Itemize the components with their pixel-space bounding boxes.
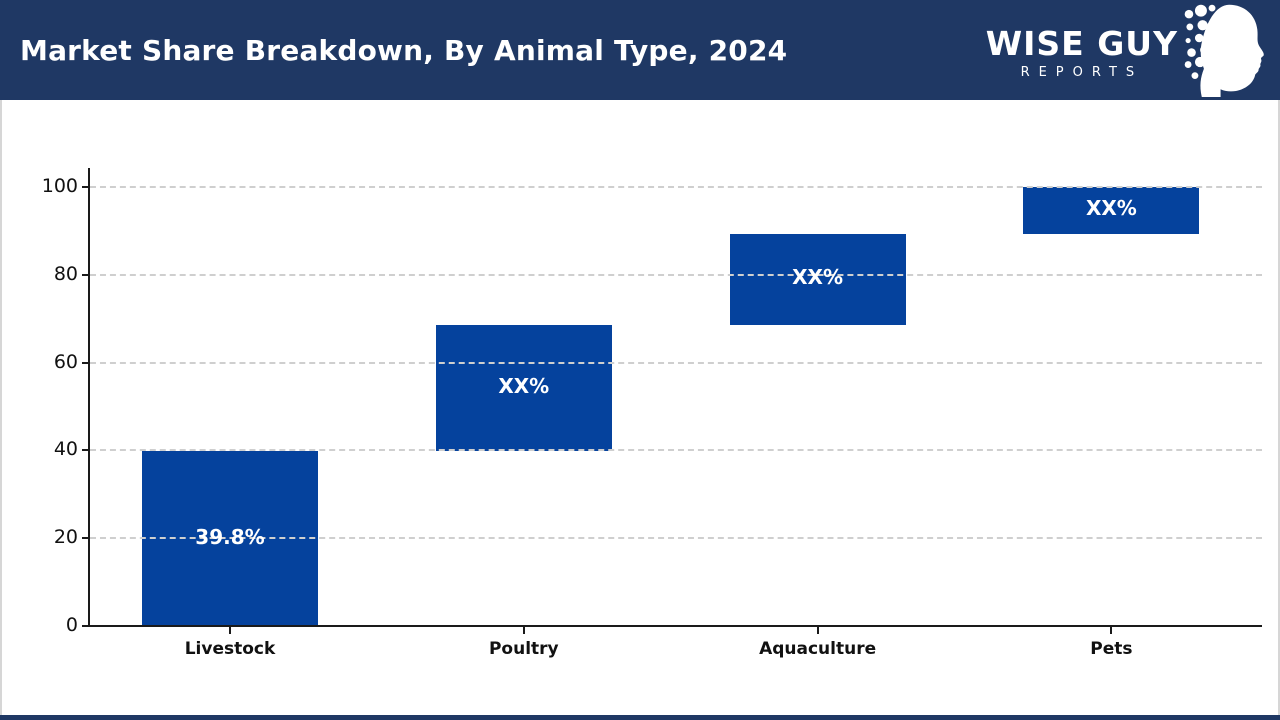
gridline-20 (90, 537, 1262, 540)
brand-logo: WISE GUY REPORTS (986, 0, 1270, 100)
bar-value-label: XX% (498, 374, 550, 399)
brand-name: WISE GUY (985, 24, 1178, 63)
x-tick-mark (1110, 627, 1113, 634)
y-tick-label: 60 (53, 350, 78, 373)
page-title: Market Share Breakdown, By Animal Type, … (20, 33, 788, 67)
header-bar: Market Share Breakdown, By Animal Type, … (0, 0, 1280, 100)
gridline-40 (90, 449, 1262, 452)
gridline-60 (90, 361, 1262, 364)
gridline-80 (90, 273, 1262, 276)
bar-value-label: 39.8% (195, 524, 265, 549)
x-category-label: Aquaculture (759, 639, 877, 659)
x-tick-mark (816, 627, 819, 634)
x-tick-mark (229, 627, 231, 634)
y-tick-label: 80 (53, 262, 78, 285)
y-tick-mark (82, 537, 89, 540)
y-axis-line (88, 168, 90, 627)
y-tick-mark (82, 361, 89, 364)
y-tick-label: 100 (41, 175, 78, 197)
brand-logo-text: WISE GUY REPORTS (986, 24, 1178, 80)
bar-value-label: XX% (1085, 196, 1137, 221)
y-tick-label: 20 (53, 526, 78, 549)
y-tick-label: 0 (65, 614, 78, 636)
y-tick-label: 40 (53, 438, 78, 461)
gridline-100 (90, 186, 1262, 188)
bar-value-label: XX% (792, 265, 844, 290)
y-tick-mark (82, 186, 89, 188)
bar-aquaculture (729, 233, 906, 325)
brand-subtitle: REPORTS (1020, 65, 1144, 80)
y-tick-mark (82, 273, 89, 276)
bar-poultry (435, 324, 612, 452)
x-axis-line (88, 625, 1262, 627)
x-category-label: Livestock (184, 639, 276, 659)
brand-head-icon (1184, 4, 1264, 97)
y-tick-mark (82, 625, 89, 627)
footer-bar (0, 715, 1280, 720)
x-category-label: Pets (1090, 639, 1133, 659)
x-category-label: Poultry (488, 639, 559, 659)
bar-pets (1023, 187, 1200, 234)
y-tick-mark (82, 449, 89, 452)
x-tick-mark (522, 627, 525, 634)
